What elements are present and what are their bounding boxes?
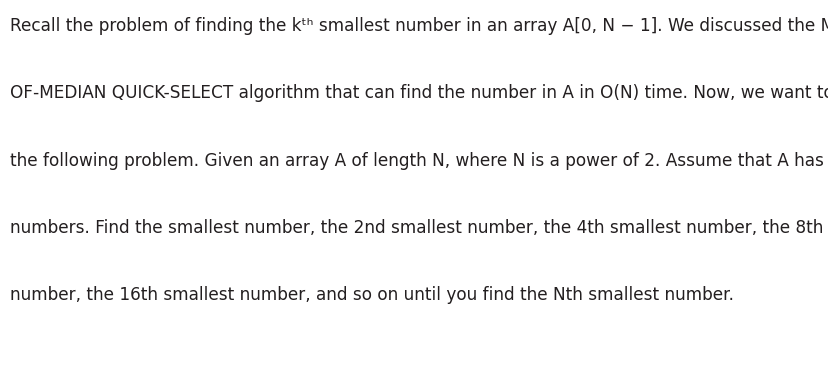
Text: Recall the problem of finding the kᵗʰ smallest number in an array A[0, N − 1]. W: Recall the problem of finding the kᵗʰ sm…	[10, 17, 828, 35]
Text: numbers. Find the smallest number, the 2nd smallest number, the 4th smallest num: numbers. Find the smallest number, the 2…	[10, 219, 828, 237]
Text: the following problem. Given an array A of length N, where N is a power of 2. As: the following problem. Given an array A …	[10, 152, 828, 170]
Text: OF-MEDIAN QUICK-SELECT algorithm that can find the number in A in O(N) time. Now: OF-MEDIAN QUICK-SELECT algorithm that ca…	[10, 84, 828, 102]
Text: number, the 16th smallest number, and so on until you find the Nth smallest numb: number, the 16th smallest number, and so…	[10, 286, 733, 304]
